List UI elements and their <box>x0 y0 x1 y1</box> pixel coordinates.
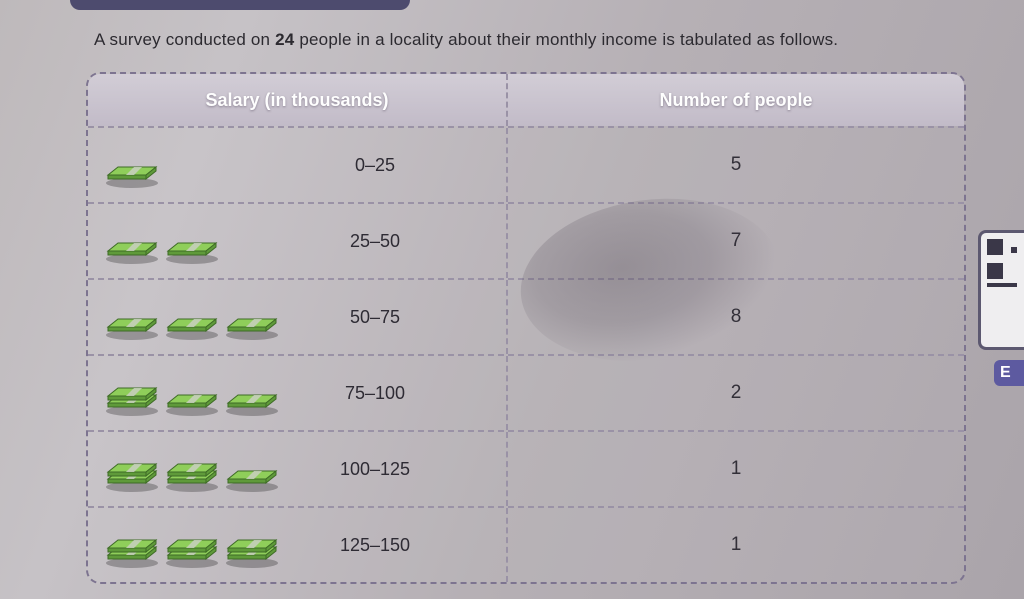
table-row: 125–1501 <box>88 506 964 582</box>
money-stack-icon <box>104 373 160 413</box>
side-tab: E <box>994 360 1024 386</box>
money-stack-icon <box>224 297 280 337</box>
money-stacks <box>104 449 284 489</box>
money-stack-icon <box>224 449 280 489</box>
money-stack-icon <box>224 373 280 413</box>
money-stack-icon <box>164 525 220 565</box>
header-fragment <box>70 0 410 10</box>
table-row: 0–255 <box>88 126 964 202</box>
money-stacks <box>104 525 284 565</box>
salary-range: 100–125 <box>284 459 506 480</box>
money-stack-icon <box>104 221 160 261</box>
cell-count: 2 <box>508 356 964 430</box>
qr-pattern <box>987 239 1024 299</box>
money-stack-icon <box>104 525 160 565</box>
salary-range: 50–75 <box>284 307 506 328</box>
cell-count: 5 <box>508 128 964 202</box>
money-stack-icon <box>164 221 220 261</box>
money-stack-icon <box>104 297 160 337</box>
intro-prefix: A survey conducted on <box>94 30 275 49</box>
table-header: Salary (in thousands) Number of people <box>88 74 964 126</box>
money-stack-icon <box>164 449 220 489</box>
salary-range: 25–50 <box>284 231 506 252</box>
money-stacks <box>104 145 284 185</box>
cell-count: 7 <box>508 204 964 278</box>
cell-count: 8 <box>508 280 964 354</box>
cell-count: 1 <box>508 508 964 582</box>
money-stacks <box>104 373 284 413</box>
qr-code-fragment <box>978 230 1024 350</box>
salary-table: Salary (in thousands) Number of people 0… <box>86 72 966 584</box>
header-people: Number of people <box>508 74 964 126</box>
cell-salary: 100–125 <box>88 432 508 506</box>
money-stacks <box>104 297 284 337</box>
table-row: 25–507 <box>88 202 964 278</box>
cell-salary: 25–50 <box>88 204 508 278</box>
salary-range: 125–150 <box>284 535 506 556</box>
intro-suffix: people in a locality about their monthly… <box>294 30 838 49</box>
money-stack-icon <box>164 373 220 413</box>
cell-salary: 50–75 <box>88 280 508 354</box>
cell-salary: 0–25 <box>88 128 508 202</box>
intro-count: 24 <box>275 30 294 49</box>
header-salary: Salary (in thousands) <box>88 74 508 126</box>
cell-count: 1 <box>508 432 964 506</box>
money-stacks <box>104 221 284 261</box>
money-stack-icon <box>224 525 280 565</box>
table-row: 100–1251 <box>88 430 964 506</box>
salary-range: 75–100 <box>284 383 506 404</box>
cell-salary: 125–150 <box>88 508 508 582</box>
salary-range: 0–25 <box>284 155 506 176</box>
intro-text: A survey conducted on 24 people in a loc… <box>94 30 954 50</box>
money-stack-icon <box>164 297 220 337</box>
table-row: 50–758 <box>88 278 964 354</box>
money-stack-icon <box>104 145 160 185</box>
cell-salary: 75–100 <box>88 356 508 430</box>
table-row: 75–1002 <box>88 354 964 430</box>
money-stack-icon <box>104 449 160 489</box>
